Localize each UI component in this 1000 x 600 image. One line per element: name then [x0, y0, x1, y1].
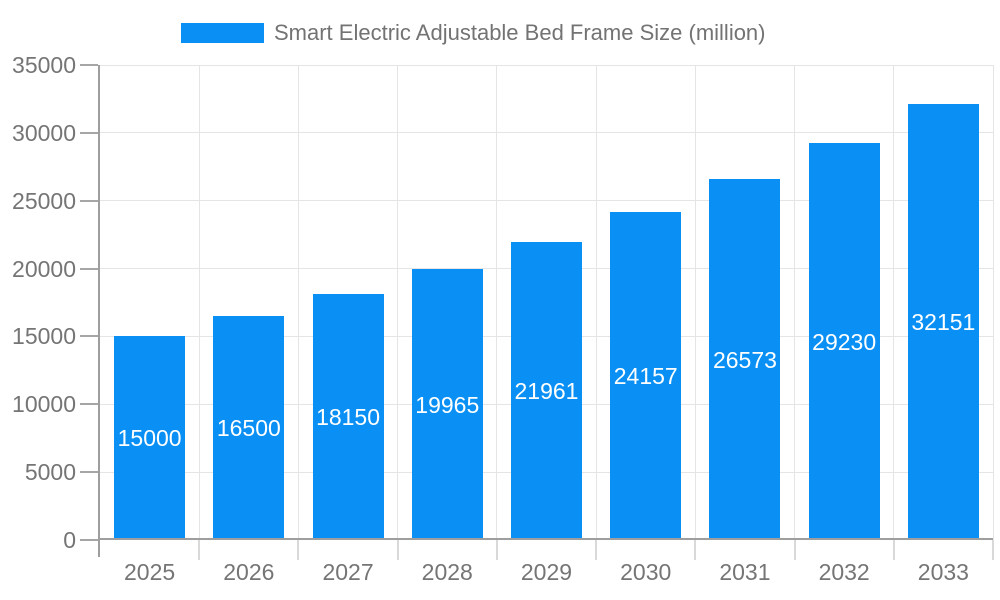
x-axis-tick	[892, 540, 895, 560]
x-axis-label: 2033	[917, 559, 969, 585]
gridline-vertical	[297, 65, 299, 540]
gridline-vertical	[595, 65, 597, 540]
gridline-vertical	[397, 65, 399, 540]
bar	[213, 316, 285, 540]
gridline-vertical	[198, 65, 200, 540]
x-axis-label: 2027	[322, 559, 374, 585]
x-axis-tick	[694, 540, 697, 560]
bar	[511, 241, 582, 540]
legend-label: Smart Electric Adjustable Bed Frame Size…	[274, 20, 766, 45]
gridline-vertical	[496, 65, 498, 540]
y-axis-label: 5000	[24, 459, 76, 486]
x-axis-tick	[198, 540, 201, 560]
gridline-horizontal	[100, 200, 993, 202]
y-axis-label: 20000	[12, 255, 76, 282]
bar	[808, 143, 880, 540]
y-axis-label: 30000	[12, 119, 76, 146]
bar-value-label: 18150	[316, 403, 381, 430]
y-axis-line	[98, 65, 100, 557]
y-axis-tick	[80, 199, 98, 202]
legend[interactable]: Smart Electric Adjustable Bed Frame Size…	[181, 20, 766, 45]
x-axis-label: 2032	[818, 559, 870, 585]
bar	[709, 179, 781, 540]
x-axis-tick	[396, 540, 399, 560]
x-axis-tick	[793, 540, 796, 560]
bar-value-label: 15000	[117, 425, 182, 452]
bar-value-label: 16500	[216, 415, 281, 442]
gridline-vertical	[893, 65, 895, 540]
bar-value-label: 26573	[712, 346, 777, 373]
y-axis-tick	[80, 403, 98, 406]
plot-area: 15000 16500 18150 19965 21961 24157 26573 29230…	[100, 64, 994, 540]
bar	[610, 212, 682, 540]
legend-swatch	[181, 23, 264, 43]
y-axis-tick	[80, 335, 98, 338]
x-axis-label: 2029	[520, 559, 573, 585]
x-axis-tick	[595, 540, 598, 560]
y-axis-label: 35000	[12, 52, 76, 78]
bar	[114, 336, 186, 540]
y-axis-tick	[80, 539, 98, 541]
gridline-vertical	[694, 65, 696, 540]
bar	[907, 103, 979, 540]
bar-value-label: 32151	[911, 308, 976, 335]
bar-value-label: 24157	[613, 363, 678, 390]
y-axis-label: 0	[63, 527, 76, 553]
bar-value-label: 19965	[415, 391, 480, 418]
y-axis-tick	[80, 131, 98, 134]
y-axis-tick	[80, 267, 98, 270]
y-axis-label: 15000	[12, 323, 76, 350]
y-axis-tick	[80, 64, 98, 66]
bar	[312, 293, 384, 540]
x-axis-tick	[495, 540, 498, 560]
x-axis-label: 2030	[620, 559, 672, 585]
y-axis-label: 10000	[12, 391, 76, 418]
x-axis-label: 2025	[124, 559, 176, 585]
x-axis-label: 2031	[719, 559, 771, 585]
x-axis-tick	[297, 540, 300, 560]
y-axis-label: 25000	[12, 187, 76, 214]
x-axis-line	[98, 538, 993, 540]
x-axis-tick	[992, 540, 994, 560]
bar-value-label: 29230	[812, 328, 877, 355]
gridline-vertical	[992, 65, 994, 540]
x-axis-label: 2026	[223, 559, 275, 585]
bar-value-label: 21961	[514, 377, 579, 404]
gridline-horizontal	[100, 132, 993, 134]
y-axis-tick	[80, 471, 98, 474]
bar	[411, 269, 483, 540]
gridline-horizontal	[100, 64, 993, 66]
gridline-vertical	[794, 65, 796, 540]
x-axis-label: 2028	[421, 559, 473, 585]
